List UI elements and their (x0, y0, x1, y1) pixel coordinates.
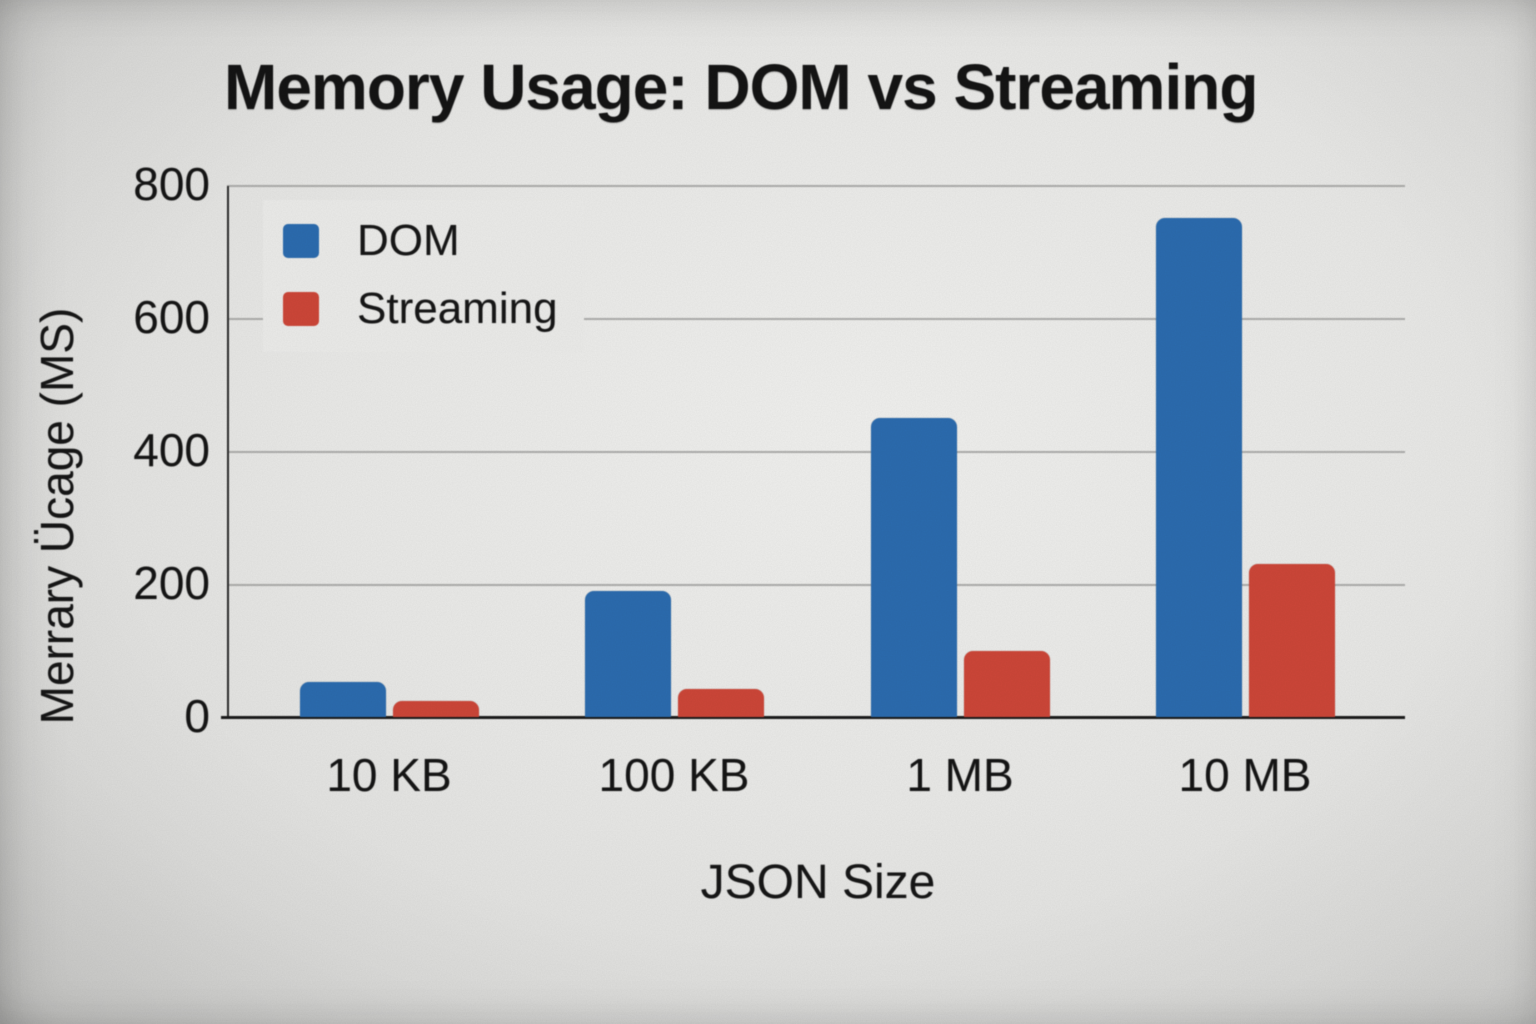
y-tick-label-600: 600 (133, 290, 210, 343)
bar-dom-10-mb (1155, 218, 1242, 717)
legend-item-dom: DOM (283, 216, 558, 266)
legend: DOM Streaming (263, 200, 584, 352)
bar-dom-10-kb (299, 682, 386, 717)
y-axis-line (227, 186, 229, 718)
x-tick-label-10-kb: 10 KB (326, 749, 452, 801)
bar-streaming-10-mb (1248, 564, 1335, 717)
x-tick-label-10-mb: 10 MB (1178, 749, 1312, 801)
bar-streaming-100-kb (677, 689, 764, 717)
chart-title: Memory Usage: DOM vs Streaming (224, 51, 1258, 123)
y-tick-label-0: 0 (184, 689, 210, 742)
x-tick-label-100-kb: 100 KB (598, 749, 750, 801)
x-tick-label-1-mb: 1 MB (906, 749, 1014, 801)
y-tick-label-400: 400 (133, 423, 210, 476)
y-axis-label: Merrary Ücage (MS) (31, 307, 83, 725)
legend-swatch-dom (283, 224, 319, 258)
bar-streaming-10-kb (392, 701, 479, 717)
legend-label-streaming: Streaming (357, 284, 558, 333)
legend-label-dom: DOM (357, 216, 460, 265)
bar-streaming-1-mb (963, 650, 1050, 717)
legend-item-streaming: Streaming (283, 284, 558, 334)
x-axis-label: JSON Size (700, 856, 936, 909)
bar-dom-1-mb (870, 417, 957, 717)
gridline-800 (227, 185, 1405, 187)
plot-area: DOM Streaming (221, 185, 1405, 719)
y-tick-label-800: 800 (133, 157, 210, 210)
bar-dom-100-kb (584, 590, 671, 717)
legend-swatch-streaming (283, 292, 319, 326)
y-tick-label-200: 200 (133, 556, 210, 609)
